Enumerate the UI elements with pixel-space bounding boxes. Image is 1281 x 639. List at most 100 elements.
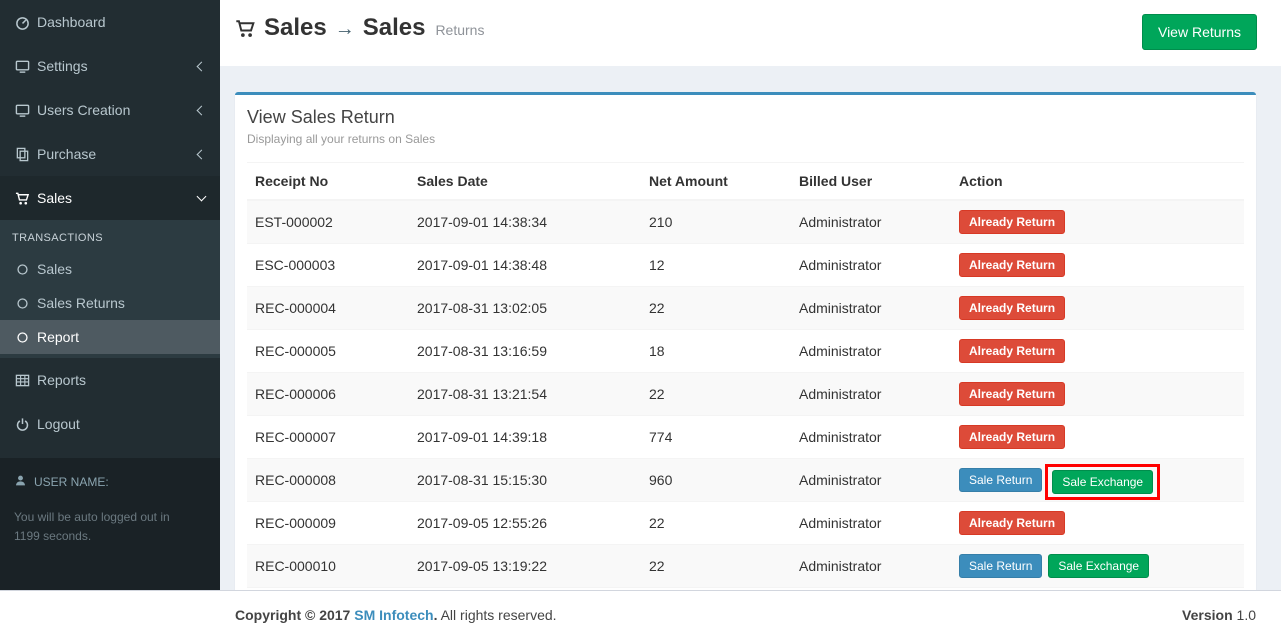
sidebar-item-label: Reports (37, 372, 87, 388)
cell-receipt-no: REC-000008 (247, 458, 409, 502)
sidebar-item-label: Dashboard (37, 14, 106, 30)
monitor-icon (15, 59, 37, 74)
table-row: ESC-000003 2017-09-01 14:38:48 12 Administr… (247, 243, 1244, 287)
card-title: View Sales Return (247, 107, 395, 127)
content-area: View Sales Return Displaying all your re… (220, 66, 1281, 602)
cell-sales-date: 2017-09-01 14:39:18 (409, 415, 641, 459)
user-icon (14, 474, 27, 490)
sidebar: Dashboard Settings Users Creation Purcha… (0, 0, 220, 590)
sale-exchange-button[interactable]: Sale Exchange (1048, 554, 1150, 578)
table-row: REC-000004 2017-08-31 13:02:05 22 Administr… (247, 286, 1244, 330)
footer: Copyright © 2017 SM Infotech. All rights… (0, 590, 1281, 639)
company-link[interactable]: SM Infotech (354, 607, 434, 623)
already-return-badge: Already Return (959, 210, 1066, 234)
cell-action: Sale Return Sale Exchange (951, 544, 1244, 588)
version-text: Version 1.0 (1182, 607, 1256, 623)
cell-action: Already Return (951, 286, 1244, 330)
already-return-badge: Already Return (959, 425, 1066, 449)
circle-icon (16, 331, 29, 344)
sidebar-item-label: Purchase (37, 146, 97, 162)
cell-sales-date: 2017-08-31 13:02:05 (409, 286, 641, 330)
column-header-action: Action (951, 162, 1244, 201)
cell-net-amount: 960 (641, 458, 791, 502)
sidebar-item-label: Sales (37, 190, 73, 206)
sales-table-body: EST-000002 2017-09-01 14:38:34 210 Administ… (247, 200, 1244, 588)
user-name-label: USER NAME: (34, 475, 109, 489)
card-subtitle: Displaying all your returns on Sales (247, 132, 436, 146)
monitor-icon (15, 103, 37, 118)
submenu-item-report[interactable]: Report (0, 320, 220, 354)
chevron-left-icon (196, 149, 207, 159)
main-content: Sales → Sales Returns View Returns View … (220, 0, 1281, 602)
table-row: REC-000008 2017-08-31 15:15:30 960 Administ… (247, 458, 1244, 502)
user-panel: USER NAME: You will be auto logged out i… (0, 458, 220, 564)
copy-icon (15, 147, 37, 162)
submenu-section-header: TRANSACTIONS (12, 232, 103, 244)
cell-net-amount: 22 (641, 286, 791, 330)
cart-icon (235, 18, 256, 39)
cell-receipt-no: REC-000010 (247, 544, 409, 588)
sidebar-item-purchase[interactable]: Purchase (0, 132, 220, 176)
content-header: Sales → Sales Returns View Returns (220, 0, 1281, 66)
cell-billed-user: Administrator (791, 415, 951, 459)
column-header-billed-user: Billed User (791, 162, 951, 201)
sale-return-button[interactable]: Sale Return (959, 468, 1043, 492)
cell-receipt-no: REC-000004 (247, 286, 409, 330)
cell-receipt-no: ESC-000003 (247, 243, 409, 287)
sidebar-item-settings[interactable]: Settings (0, 44, 220, 88)
sale-return-button[interactable]: Sale Return (959, 554, 1043, 578)
sidebar-item-dashboard[interactable]: Dashboard (0, 0, 220, 44)
cell-action: Already Return (951, 243, 1244, 287)
chevron-down-icon (196, 191, 207, 202)
auto-logout-notice: You will be auto logged out in 1199 seco… (14, 510, 170, 543)
cell-sales-date: 2017-08-31 13:21:54 (409, 372, 641, 416)
table-row: EST-000002 2017-09-01 14:38:34 210 Administ… (247, 200, 1244, 244)
cell-action: Already Return (951, 372, 1244, 416)
sidebar-item-label: Logout (37, 416, 80, 432)
cell-action: Sale Return Sale Exchange (951, 458, 1244, 502)
cell-billed-user: Administrator (791, 458, 951, 502)
submenu-item-label: Sales (37, 261, 73, 277)
cell-net-amount: 774 (641, 415, 791, 459)
sidebar-item-reports[interactable]: Reports (0, 358, 220, 402)
cell-billed-user: Administrator (791, 544, 951, 588)
table-row: REC-000009 2017-09-05 12:55:26 22 Administr… (247, 501, 1244, 545)
page-title-secondary: Sales (362, 14, 426, 41)
already-return-badge: Already Return (959, 511, 1066, 535)
column-header-sales-date: Sales Date (409, 162, 641, 201)
sales-return-card: View Sales Return Displaying all your re… (235, 92, 1256, 602)
sidebar-item-users-creation[interactable]: Users Creation (0, 88, 220, 132)
cell-sales-date: 2017-09-01 14:38:34 (409, 200, 641, 244)
cell-net-amount: 12 (641, 243, 791, 287)
table-icon (15, 373, 37, 388)
already-return-badge: Already Return (959, 339, 1066, 363)
cell-net-amount: 22 (641, 372, 791, 416)
cell-billed-user: Administrator (791, 329, 951, 373)
page-title: Sales (264, 14, 327, 41)
cell-action: Already Return (951, 415, 1244, 459)
arrow-icon: → (334, 18, 355, 40)
cell-billed-user: Administrator (791, 243, 951, 287)
submenu-item-sales-returns[interactable]: Sales Returns (0, 286, 220, 320)
cell-receipt-no: REC-000006 (247, 372, 409, 416)
sidebar-item-logout[interactable]: Logout (0, 402, 220, 446)
table-row: REC-000005 2017-08-31 13:16:59 18 Administr… (247, 329, 1244, 373)
power-icon (15, 417, 37, 432)
cell-sales-date: 2017-08-31 15:15:30 (409, 458, 641, 502)
cell-action: Already Return (951, 200, 1244, 244)
cell-receipt-no: EST-000002 (247, 200, 409, 244)
chevron-left-icon (196, 105, 207, 115)
already-return-badge: Already Return (959, 253, 1066, 277)
sale-exchange-button[interactable]: Sale Exchange (1052, 470, 1154, 494)
submenu-item-sales[interactable]: Sales (0, 252, 220, 286)
sidebar-item-sales[interactable]: Sales (0, 176, 220, 220)
already-return-badge: Already Return (959, 296, 1066, 320)
view-returns-button[interactable]: View Returns (1141, 14, 1257, 50)
cell-receipt-no: REC-000007 (247, 415, 409, 459)
copyright-text: Copyright © 2017 SM Infotech. All rights… (235, 607, 557, 623)
cell-sales-date: 2017-09-05 12:55:26 (409, 501, 641, 545)
cell-action: Already Return (951, 501, 1244, 545)
cart-icon (15, 191, 37, 206)
cell-net-amount: 22 (641, 501, 791, 545)
